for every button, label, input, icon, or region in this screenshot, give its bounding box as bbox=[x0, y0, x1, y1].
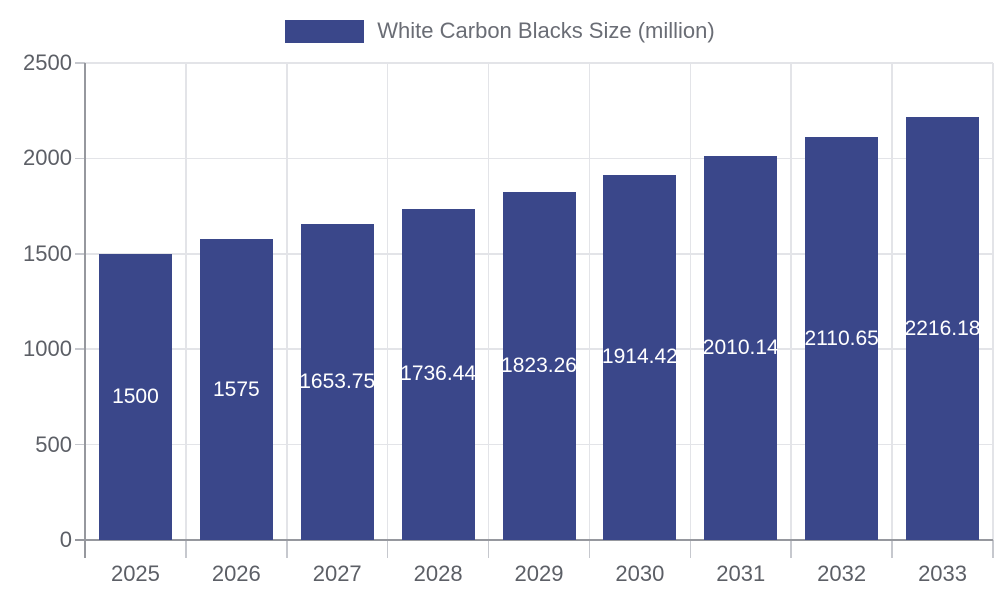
x-gridline bbox=[992, 63, 994, 540]
legend-swatch bbox=[285, 19, 365, 43]
y-gridline bbox=[85, 62, 993, 64]
x-axis-tick bbox=[891, 540, 893, 558]
x-axis-tick bbox=[386, 540, 389, 558]
x-axis-tick bbox=[588, 540, 591, 558]
y-axis-tick bbox=[75, 157, 85, 160]
x-axis-tick bbox=[286, 540, 288, 558]
y-axis-tick-label: 0 bbox=[59, 527, 72, 552]
bar-2033[interactable] bbox=[906, 117, 980, 540]
x-axis-tick-label: 2029 bbox=[514, 561, 564, 586]
y-axis-tick-label: 500 bbox=[35, 431, 72, 457]
y-axis-tick-label: 2000 bbox=[23, 145, 72, 171]
x-gridline bbox=[487, 63, 490, 540]
x-axis-tick bbox=[487, 540, 490, 558]
bar-2026[interactable] bbox=[199, 239, 273, 540]
legend-label: White Carbon Blacks Size (million) bbox=[377, 18, 715, 43]
legend-item[interactable]: White Carbon Blacks Size (million) bbox=[0, 18, 1000, 44]
x-gridline bbox=[386, 63, 389, 540]
y-axis-tick-label: 1500 bbox=[23, 240, 72, 266]
x-axis-tick-label: 2032 bbox=[817, 561, 867, 586]
x-gridline bbox=[891, 63, 893, 540]
x-axis-tick-label: 2030 bbox=[615, 561, 665, 586]
y-gridline bbox=[85, 157, 993, 160]
y-axis-tick bbox=[75, 348, 85, 350]
bar-2025[interactable] bbox=[98, 253, 172, 540]
x-gridline bbox=[286, 63, 288, 540]
x-axis-tick bbox=[185, 540, 187, 558]
y-axis-tick bbox=[75, 62, 85, 64]
bar-2031[interactable] bbox=[704, 156, 778, 540]
x-axis-tick bbox=[790, 540, 792, 558]
x-gridline bbox=[185, 63, 187, 540]
bar-2029[interactable] bbox=[502, 192, 576, 540]
x-axis-tick-label: 2031 bbox=[716, 561, 766, 586]
y-axis-tick-label: 2500 bbox=[23, 50, 72, 75]
x-axis-tick-label: 2033 bbox=[918, 561, 968, 586]
y-axis-line bbox=[84, 63, 86, 558]
bar-2027[interactable] bbox=[300, 224, 374, 540]
x-axis-tick-label: 2025 bbox=[110, 561, 160, 586]
bar-2032[interactable] bbox=[805, 137, 879, 540]
x-axis-line bbox=[75, 539, 993, 541]
y-axis-tick bbox=[75, 253, 85, 255]
y-axis-tick bbox=[75, 443, 85, 446]
x-gridline bbox=[689, 63, 692, 540]
x-axis-tick-label: 2027 bbox=[312, 561, 362, 586]
x-gridline bbox=[588, 63, 591, 540]
y-axis-tick-label: 1000 bbox=[23, 336, 72, 362]
bar-2028[interactable] bbox=[401, 208, 475, 540]
x-axis-tick bbox=[689, 540, 692, 558]
bar-2030[interactable] bbox=[603, 174, 677, 540]
x-axis-tick-label: 2026 bbox=[211, 561, 261, 586]
x-axis-tick bbox=[992, 540, 994, 558]
x-gridline bbox=[790, 63, 792, 540]
x-axis-tick-label: 2028 bbox=[413, 561, 463, 586]
